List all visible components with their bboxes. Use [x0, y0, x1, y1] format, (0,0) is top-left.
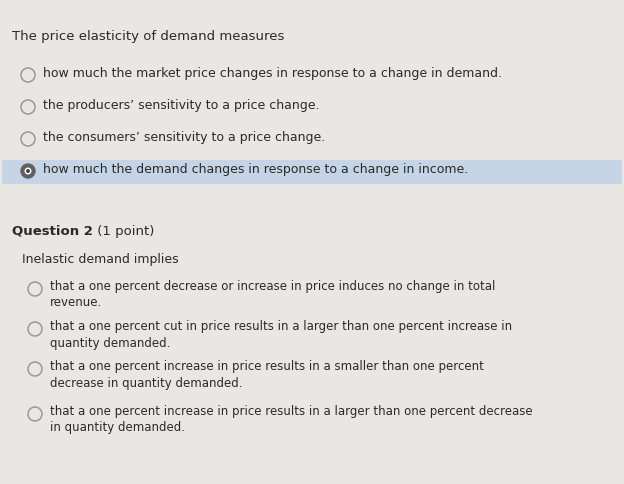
Text: Inelastic demand implies: Inelastic demand implies — [22, 253, 178, 266]
Text: that a one percent increase in price results in a smaller than one percent
decre: that a one percent increase in price res… — [50, 360, 484, 390]
Circle shape — [26, 169, 30, 173]
Text: The price elasticity of demand measures: The price elasticity of demand measures — [12, 30, 285, 43]
Circle shape — [24, 167, 31, 175]
Text: that a one percent decrease or increase in price induces no change in total
reve: that a one percent decrease or increase … — [50, 280, 495, 309]
Text: Question 2: Question 2 — [12, 225, 93, 238]
Text: how much the market price changes in response to a change in demand.: how much the market price changes in res… — [43, 67, 502, 80]
Text: the consumers’ sensitivity to a price change.: the consumers’ sensitivity to a price ch… — [43, 131, 325, 144]
Circle shape — [21, 164, 35, 178]
Text: that a one percent cut in price results in a larger than one percent increase in: that a one percent cut in price results … — [50, 320, 512, 349]
Text: how much the demand changes in response to a change in income.: how much the demand changes in response … — [43, 163, 468, 176]
Text: that a one percent increase in price results in a larger than one percent decrea: that a one percent increase in price res… — [50, 405, 533, 435]
Text: (1 point): (1 point) — [93, 225, 154, 238]
FancyBboxPatch shape — [2, 160, 622, 184]
Text: the producers’ sensitivity to a price change.: the producers’ sensitivity to a price ch… — [43, 99, 319, 112]
